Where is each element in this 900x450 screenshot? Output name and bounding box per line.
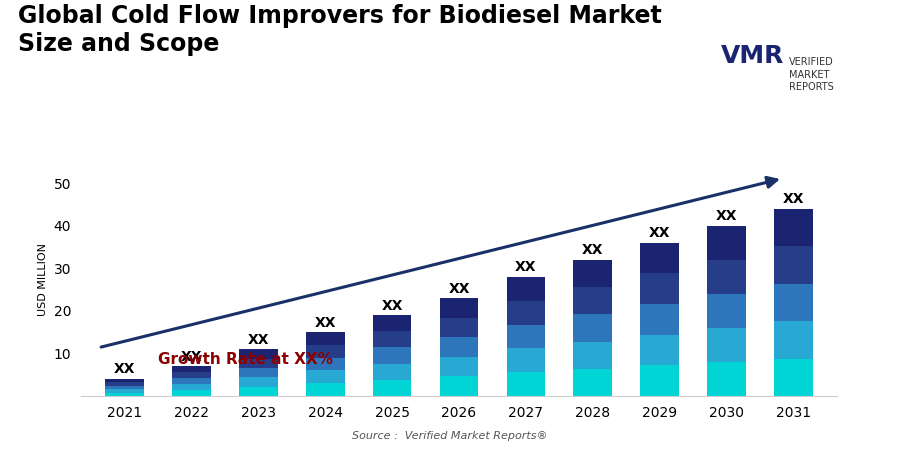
Bar [507,277,545,301]
Text: Source :  Verified Market Reports®: Source : Verified Market Reports® [352,431,548,441]
Bar [238,368,278,377]
Bar [306,332,345,345]
Bar [172,390,211,396]
Bar [507,301,545,324]
Text: XX: XX [248,333,269,346]
Bar [640,243,680,274]
Bar [439,357,479,377]
Bar [507,372,545,396]
Bar [774,209,813,246]
Bar [172,384,211,390]
Bar [439,318,479,338]
Text: XX: XX [649,226,670,240]
Bar [573,314,612,342]
Bar [573,260,612,287]
Bar [640,365,680,396]
Bar [707,260,746,294]
Bar [439,377,479,396]
Bar [707,328,746,362]
Text: XX: XX [113,362,135,377]
Text: XX: XX [314,315,336,330]
Bar [373,364,411,380]
Text: VMR: VMR [721,44,784,68]
Bar [707,226,746,260]
Bar [306,345,345,358]
Bar [306,370,345,383]
Bar [172,372,211,378]
Bar [238,349,278,359]
Bar [573,342,612,369]
Bar [238,387,278,396]
Bar [373,347,411,364]
Text: XX: XX [582,243,604,257]
Text: XX: XX [382,299,403,313]
Bar [105,379,144,382]
Bar [373,315,411,331]
Text: XX: XX [181,350,202,364]
Bar [172,378,211,384]
Text: VERIFIED
MARKET
REPORTS: VERIFIED MARKET REPORTS [788,57,833,92]
Bar [439,338,479,357]
Bar [774,284,813,321]
Bar [306,358,345,370]
Bar [373,331,411,347]
Bar [707,294,746,328]
Bar [507,348,545,372]
Text: Growth Rate at XX%: Growth Rate at XX% [158,352,333,367]
Bar [105,386,144,389]
Bar [105,382,144,386]
Bar [573,287,612,314]
Bar [373,380,411,396]
Text: XX: XX [783,192,805,206]
Y-axis label: USD MILLION: USD MILLION [38,243,48,315]
Bar [774,321,813,359]
Bar [238,359,278,368]
Text: XX: XX [448,282,470,296]
Bar [507,324,545,348]
Bar [640,335,680,365]
Bar [707,362,746,396]
Bar [774,359,813,396]
Bar [640,274,680,304]
Bar [774,246,813,284]
Bar [439,298,479,318]
Text: XX: XX [515,260,536,274]
Text: Global Cold Flow Improvers for Biodiesel Market
Size and Scope: Global Cold Flow Improvers for Biodiesel… [18,4,662,56]
Text: XX: XX [716,209,737,223]
Bar [105,392,144,396]
Bar [306,383,345,396]
Bar [640,304,680,335]
Bar [105,389,144,392]
Bar [238,377,278,387]
Bar [172,366,211,372]
Bar [573,369,612,396]
